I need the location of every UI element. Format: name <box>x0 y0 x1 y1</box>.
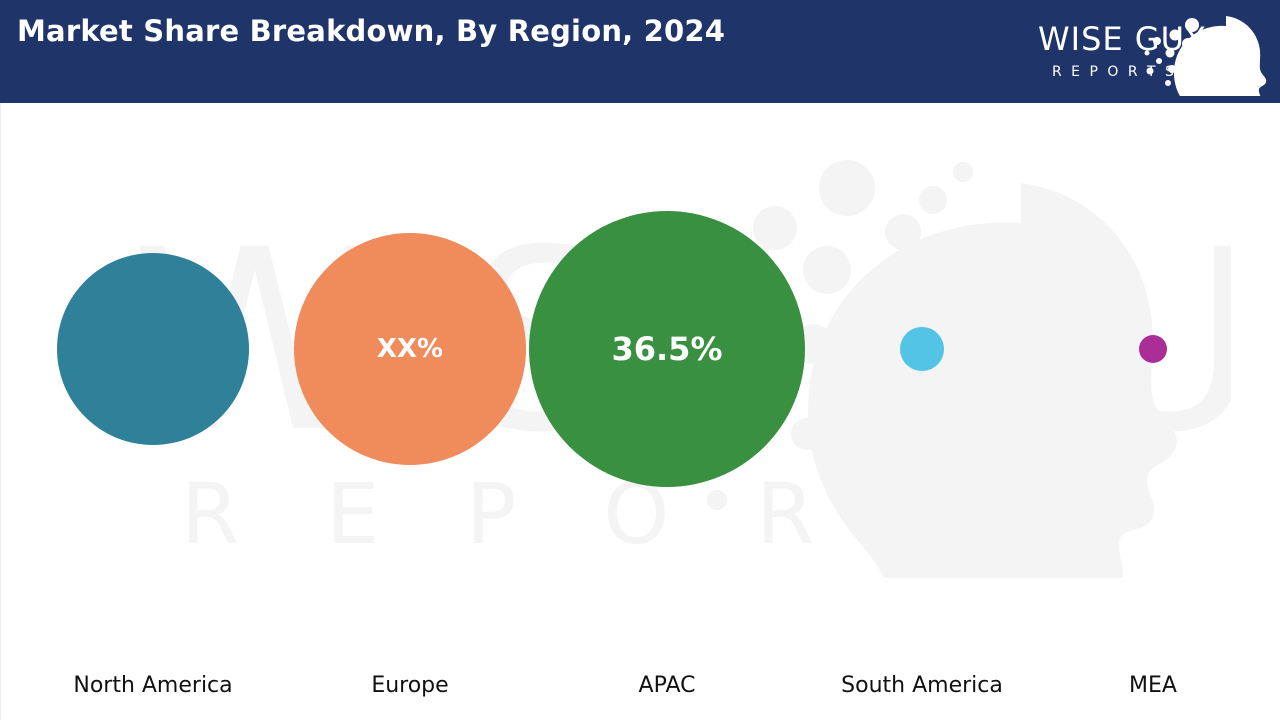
bubble-value-apac: 36.5% <box>611 330 723 368</box>
page-header: Market Share Breakdown, By Region, 2024 … <box>0 0 1280 103</box>
category-label-south-america: South America <box>841 673 1003 698</box>
bubble-europe[interactable]: XX% <box>294 233 526 465</box>
bubble-south-america[interactable] <box>900 327 944 371</box>
category-label-mea: MEA <box>1129 673 1177 698</box>
bubble-north-america[interactable] <box>57 253 249 445</box>
logo-wordmark-secondary: R E P O R T S <box>1052 64 1176 80</box>
bubble-value-europe: XX% <box>376 334 444 364</box>
chart-plot-area: WISE GUY R E P O R T S <box>0 103 1280 720</box>
category-label-europe: Europe <box>371 673 449 698</box>
category-label-apac: APAC <box>638 673 696 698</box>
category-label-north-america: North America <box>73 673 233 698</box>
logo-dots-icon <box>1144 18 1213 86</box>
bubble-apac[interactable]: 36.5% <box>529 211 805 487</box>
bubble-mea[interactable] <box>1139 335 1167 363</box>
wise-guy-reports-logo: WISE GUY R E P O R T S <box>1038 16 1267 96</box>
page-title: Market Share Breakdown, By Region, 2024 <box>17 14 726 48</box>
logo-head-silhouette-icon <box>1144 16 1267 96</box>
